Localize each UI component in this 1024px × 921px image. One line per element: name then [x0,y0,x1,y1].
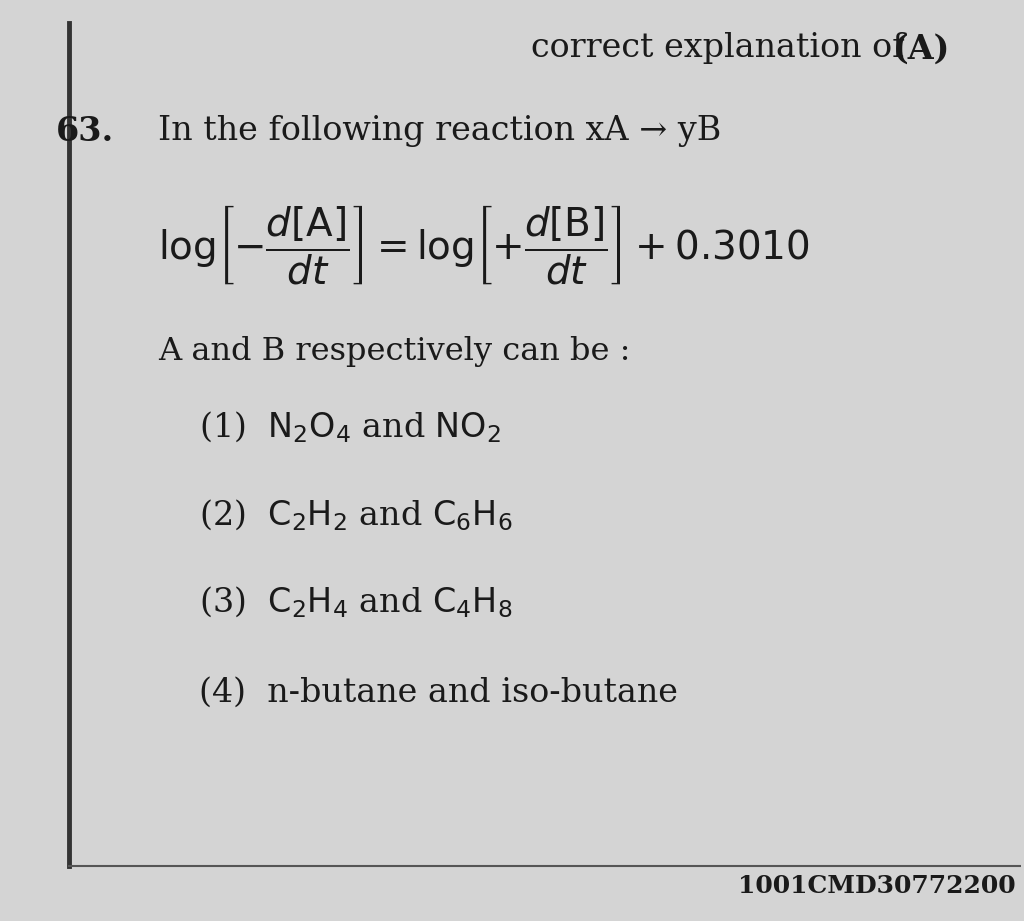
Text: (2)  $\mathrm{C_2H_2}$ and $\mathrm{C_6H_6}$: (2) $\mathrm{C_2H_2}$ and $\mathrm{C_6H_… [199,497,512,532]
Text: 63.: 63. [56,115,115,148]
Text: $\log\!\left[-\dfrac{d[\mathrm{A}]}{dt}\right] = \log\!\left[+\dfrac{d[\mathrm{B: $\log\!\left[-\dfrac{d[\mathrm{A}]}{dt}\… [159,203,810,286]
Text: (A): (A) [893,32,950,65]
Text: correct explanation of: correct explanation of [530,32,914,64]
Text: 1001CMD30772200: 1001CMD30772200 [738,874,1016,898]
Text: (3)  $\mathrm{C_2H_4}$ and $\mathrm{C_4H_8}$: (3) $\mathrm{C_2H_4}$ and $\mathrm{C_4H_… [199,585,512,620]
Text: (4)  n-butane and iso-butane: (4) n-butane and iso-butane [199,677,678,709]
Text: (1)  $\mathrm{N_2O_4}$ and $\mathrm{NO_2}$: (1) $\mathrm{N_2O_4}$ and $\mathrm{NO_2}… [199,410,501,445]
Text: A and B respectively can be :: A and B respectively can be : [159,336,631,367]
Text: In the following reaction xA → yB: In the following reaction xA → yB [159,115,722,147]
